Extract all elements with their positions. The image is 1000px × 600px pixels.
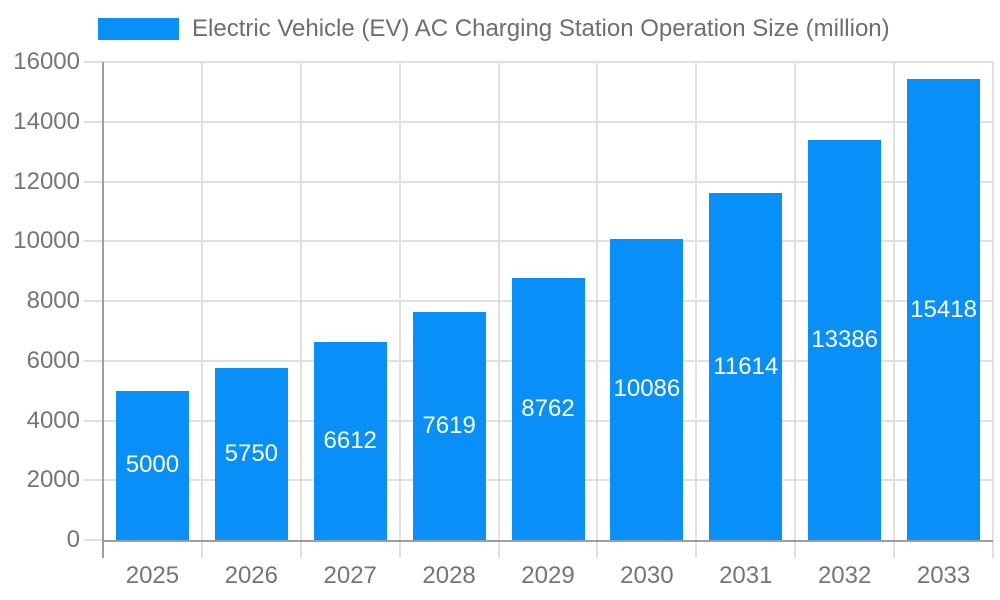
x-axis-tick-label: 2028 bbox=[422, 562, 476, 589]
bar-value-label: 6612 bbox=[323, 427, 377, 455]
y-tick-mark bbox=[84, 479, 103, 482]
x-axis-tick-label: 2029 bbox=[521, 562, 575, 589]
y-axis-tick-label: 10000 bbox=[13, 227, 80, 255]
y-axis-tick-label: 0 bbox=[66, 526, 80, 553]
x-tick-mark bbox=[200, 540, 203, 558]
y-tick-mark bbox=[84, 300, 103, 302]
y-axis-tick-label: 14000 bbox=[13, 107, 80, 135]
x-gridline bbox=[596, 62, 599, 540]
legend-label: Electric Vehicle (EV) AC Charging Statio… bbox=[192, 15, 890, 42]
bar-value-label: 5000 bbox=[125, 451, 180, 479]
y-axis-tick-label: 4000 bbox=[26, 406, 80, 434]
x-axis-tick-label: 2031 bbox=[719, 562, 773, 589]
y-tick-mark bbox=[84, 61, 103, 63]
bar-value-label: 7619 bbox=[422, 412, 476, 440]
y-axis-tick-label: 8000 bbox=[26, 287, 80, 314]
bar[interactable]: 7619 bbox=[412, 312, 486, 540]
x-tick-mark bbox=[893, 540, 896, 558]
bar-value-label: 11614 bbox=[713, 352, 779, 380]
x-axis-tick-label: 2025 bbox=[125, 562, 180, 589]
x-gridline bbox=[299, 62, 302, 540]
bar[interactable]: 11614 bbox=[709, 193, 783, 540]
y-gridline bbox=[103, 120, 993, 123]
bar-value-label: 8762 bbox=[521, 395, 575, 423]
y-axis-line bbox=[102, 62, 104, 558]
y-axis-tick-label: 2000 bbox=[26, 466, 80, 494]
y-tick-mark bbox=[84, 240, 103, 243]
bar-value-label: 13386 bbox=[811, 326, 879, 354]
y-tick-mark bbox=[84, 180, 103, 183]
y-tick-mark bbox=[84, 359, 103, 362]
legend[interactable]: Electric Vehicle (EV) AC Charging Statio… bbox=[98, 15, 890, 43]
x-axis-tick-label: 2027 bbox=[323, 562, 377, 589]
x-axis-tick-label: 2033 bbox=[916, 562, 971, 589]
y-axis-tick-label: 12000 bbox=[13, 167, 80, 195]
x-tick-mark bbox=[992, 540, 994, 558]
x-gridline bbox=[497, 62, 500, 540]
x-gridline bbox=[200, 62, 203, 540]
bar[interactable]: 6612 bbox=[313, 342, 387, 540]
y-tick-mark bbox=[84, 419, 103, 422]
x-tick-mark bbox=[596, 540, 599, 558]
x-gridline bbox=[794, 62, 797, 540]
x-axis-tick-label: 2026 bbox=[224, 562, 278, 589]
x-tick-mark bbox=[299, 540, 302, 558]
bar-value-label: 5750 bbox=[224, 440, 279, 468]
bar[interactable]: 10086 bbox=[610, 238, 684, 540]
y-gridline bbox=[103, 61, 993, 63]
y-axis-tick-label: 16000 bbox=[13, 48, 80, 75]
x-tick-mark bbox=[398, 540, 401, 558]
x-tick-mark bbox=[695, 540, 698, 558]
bar-value-label: 10086 bbox=[613, 375, 681, 403]
bar[interactable]: 5750 bbox=[214, 368, 288, 540]
x-axis-tick-label: 2032 bbox=[817, 562, 872, 589]
x-gridline bbox=[695, 62, 698, 540]
y-gridline bbox=[103, 180, 993, 183]
bar[interactable]: 5000 bbox=[115, 390, 189, 540]
y-tick-mark bbox=[84, 539, 103, 541]
bar[interactable]: 13386 bbox=[808, 140, 882, 540]
bar[interactable]: 15418 bbox=[907, 79, 981, 540]
x-tick-mark bbox=[497, 540, 500, 558]
x-gridline bbox=[893, 62, 896, 540]
x-axis-line bbox=[103, 540, 993, 542]
bar-value-label: 15418 bbox=[910, 295, 977, 323]
x-gridline bbox=[398, 62, 401, 540]
y-tick-mark bbox=[84, 120, 103, 123]
x-axis-tick-label: 2030 bbox=[620, 562, 674, 589]
y-axis-tick-label: 6000 bbox=[26, 346, 80, 374]
legend-swatch bbox=[98, 18, 179, 40]
y-gridline bbox=[103, 240, 993, 243]
x-gridline bbox=[992, 62, 994, 540]
x-tick-mark bbox=[794, 540, 797, 558]
bar[interactable]: 8762 bbox=[511, 278, 585, 540]
